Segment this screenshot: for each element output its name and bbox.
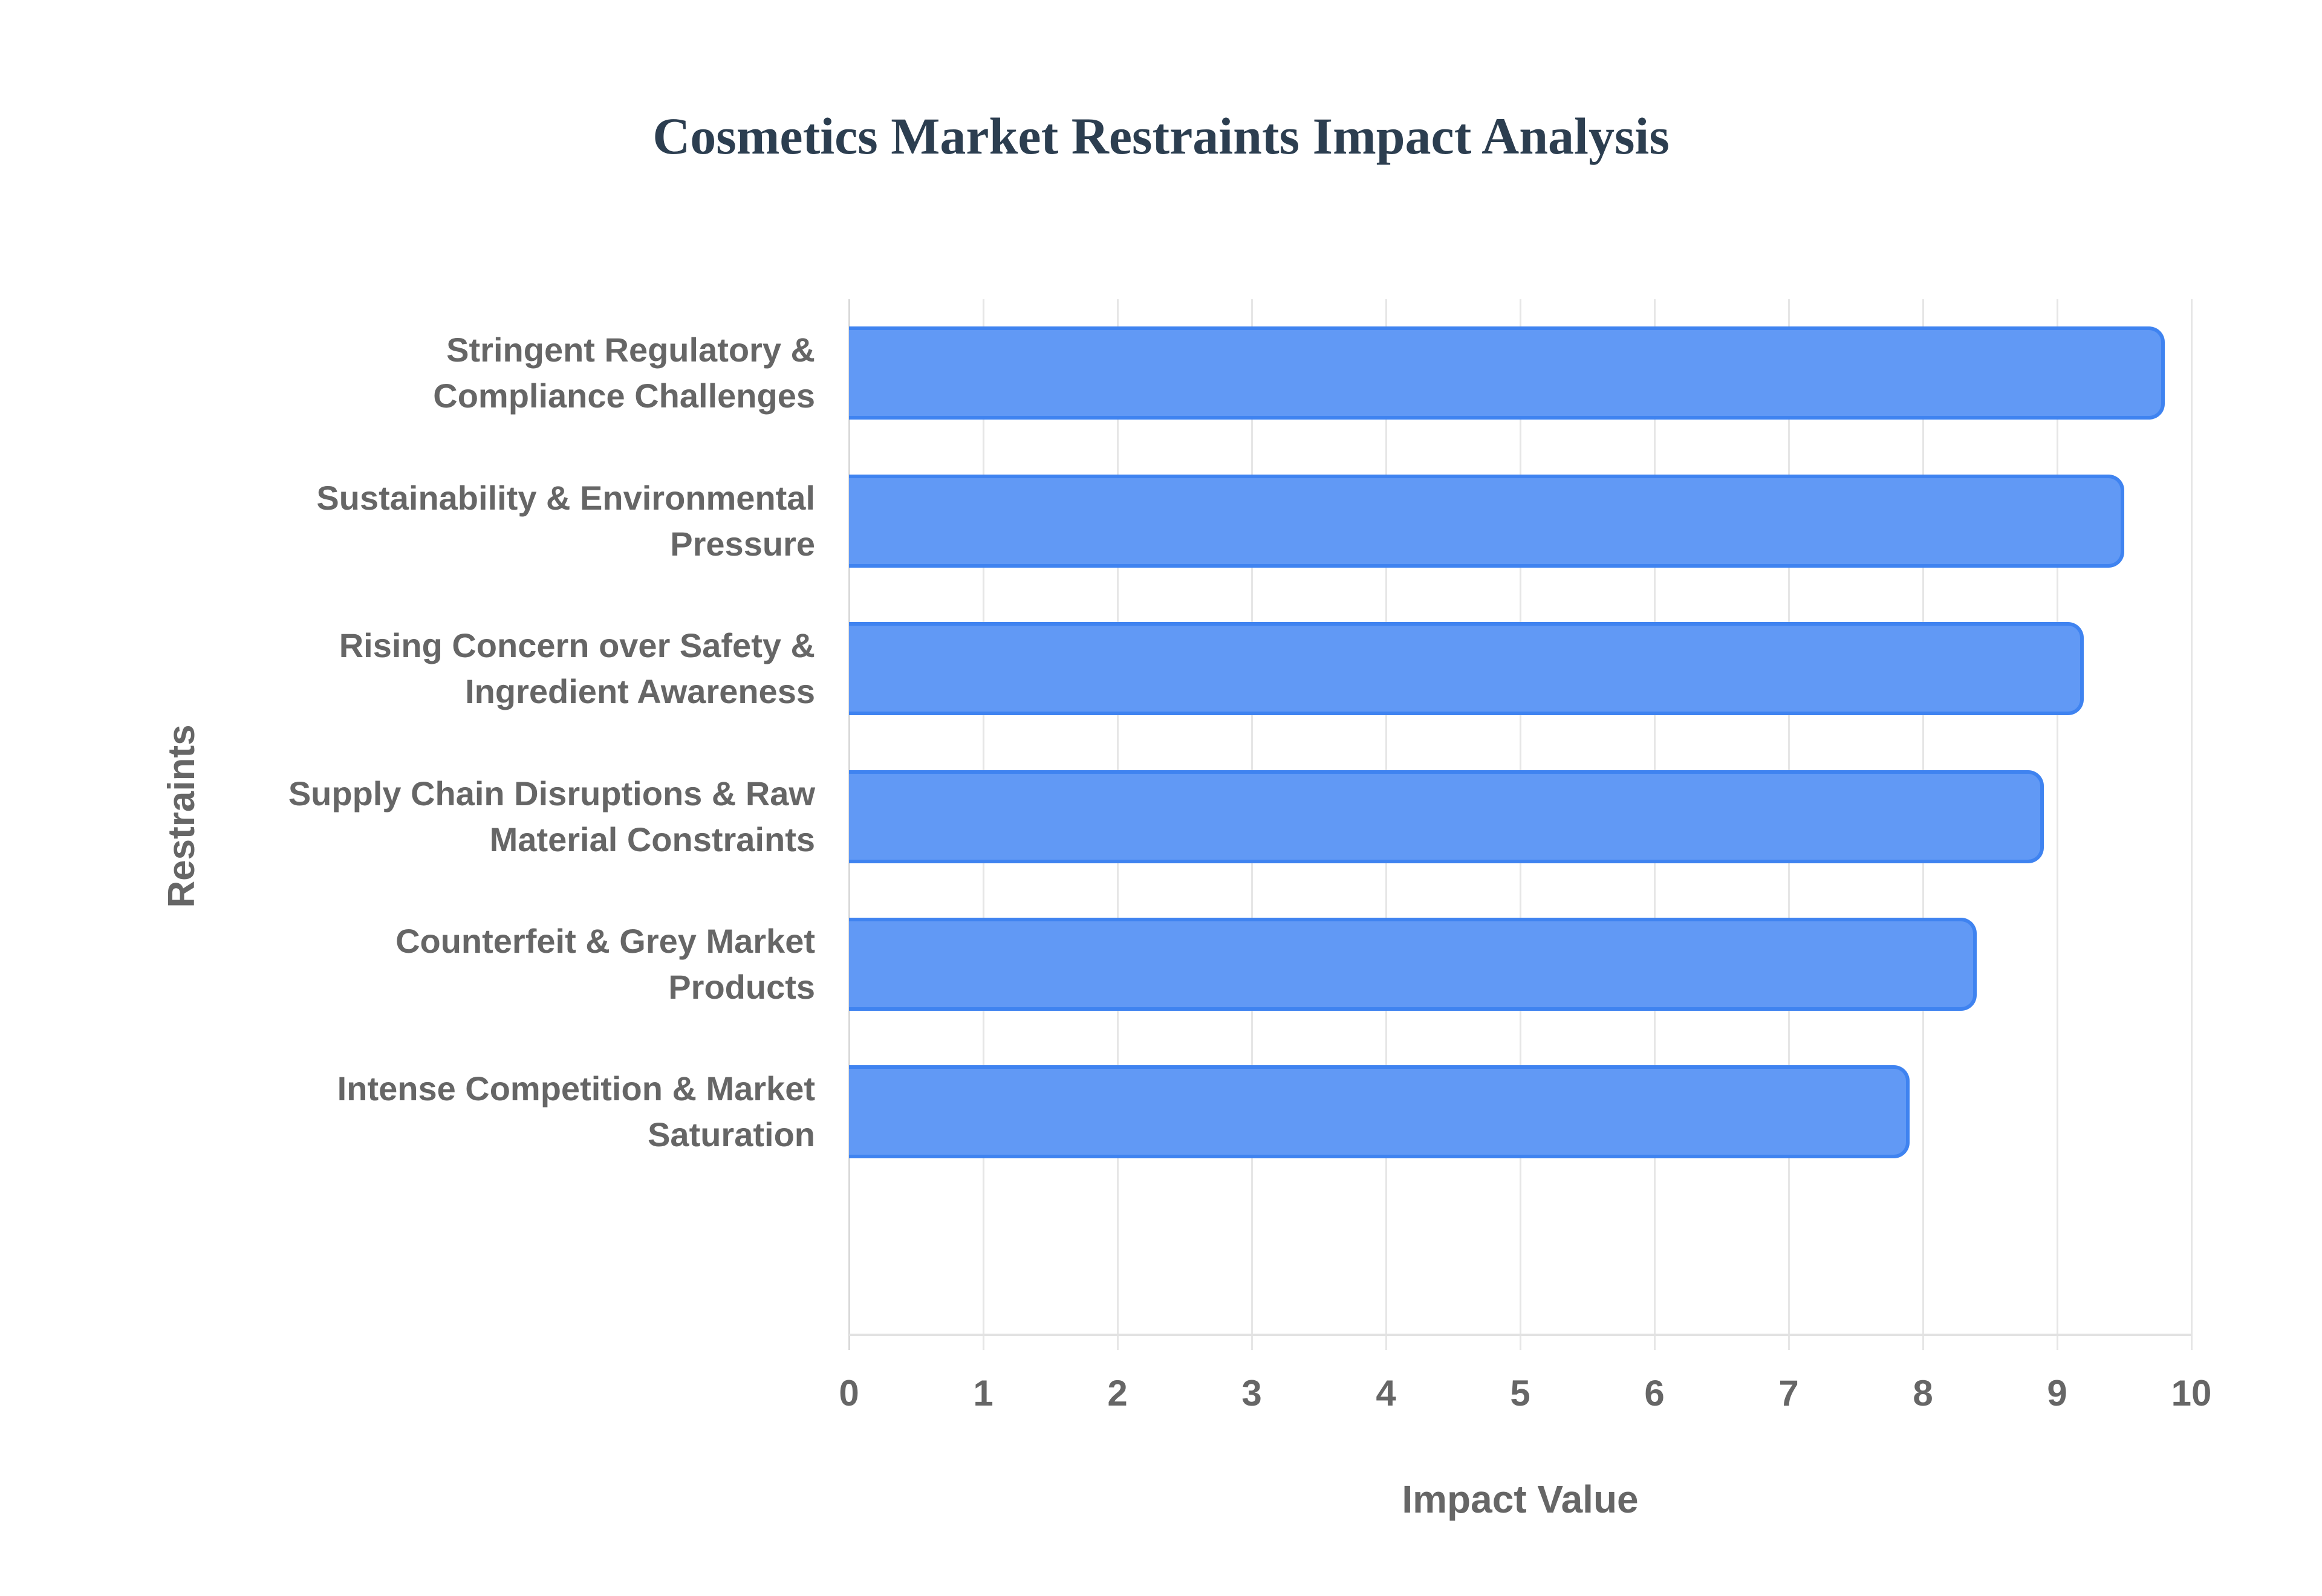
category-label-line: Pressure <box>670 524 815 563</box>
bar[interactable] <box>849 326 2165 420</box>
gridline <box>2191 299 2193 1350</box>
y-category-label: Rising Concern over Safety & Ingredient A… <box>210 623 815 715</box>
x-tick-label: 9 <box>2047 1373 2067 1413</box>
bar[interactable] <box>849 770 2044 863</box>
category-label-line: Supply Chain Disruptions & Raw <box>288 774 815 813</box>
category-label-line: Ingredient Awareness <box>465 672 815 711</box>
y-category-label: Supply Chain Disruptions & Raw Material C… <box>210 771 815 863</box>
category-label-line: Sustainability & Environmental <box>316 478 815 517</box>
category-label-line: Material Constraints <box>489 820 815 858</box>
category-label-line: Rising Concern over Safety & <box>339 626 815 665</box>
category-label-line: Counterfeit & Grey Market <box>395 921 815 960</box>
bar[interactable] <box>849 1065 1910 1159</box>
y-category-label: Stringent Regulatory & Compliance Challen… <box>210 327 815 419</box>
y-category-label: Counterfeit & Grey Market Products <box>210 918 815 1010</box>
x-tick-label: 1 <box>973 1373 994 1413</box>
chart-title: Cosmetics Market Restraints Impact Analy… <box>652 107 1670 165</box>
x-tick-label: 7 <box>1778 1373 1799 1413</box>
x-tick-label: 2 <box>1107 1373 1128 1413</box>
gridline <box>2057 299 2058 1350</box>
x-tick-label: 5 <box>1510 1373 1530 1413</box>
x-tick-label: 6 <box>1644 1373 1665 1413</box>
x-axis-title: Impact Value <box>1402 1478 1639 1521</box>
x-tick-label: 10 <box>2171 1373 2212 1413</box>
bar[interactable] <box>849 474 2124 568</box>
x-axis-line <box>849 1334 2191 1336</box>
y-axis-title: Restraints <box>161 724 203 908</box>
x-tick-label: 3 <box>1241 1373 1262 1413</box>
x-tick-label: 4 <box>1376 1373 1396 1413</box>
category-label-line: Stringent Regulatory & <box>446 331 815 369</box>
x-tick-label: 0 <box>839 1373 859 1413</box>
category-label-line: Compliance Challenges <box>433 377 815 415</box>
plot-area <box>848 299 2193 1350</box>
bar[interactable] <box>849 622 2084 716</box>
y-category-label: Sustainability & Environmental Pressure <box>210 475 815 567</box>
bar[interactable] <box>849 917 1977 1011</box>
category-label-line: Products <box>668 967 815 1006</box>
category-label-line: Saturation <box>648 1115 815 1154</box>
y-category-label: Intense Competition & Market Saturation <box>210 1066 815 1158</box>
x-tick-label: 8 <box>1913 1373 1933 1413</box>
category-label-line: Intense Competition & Market <box>337 1069 815 1108</box>
